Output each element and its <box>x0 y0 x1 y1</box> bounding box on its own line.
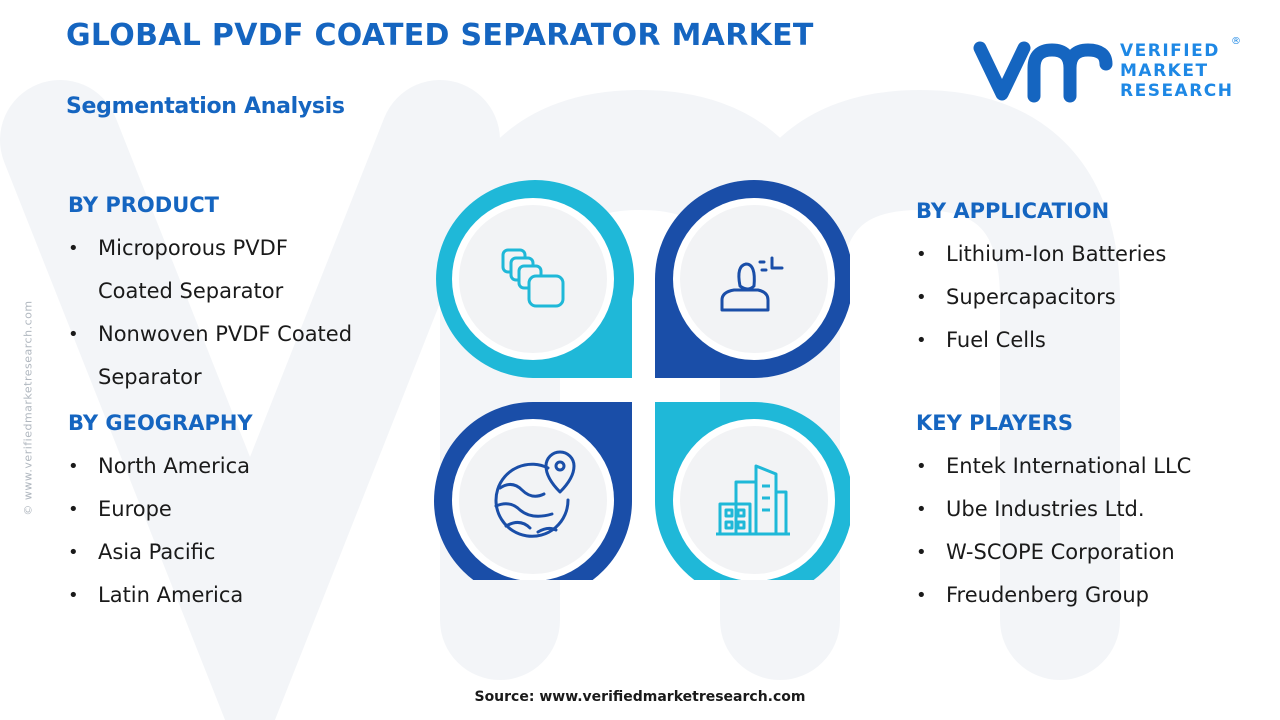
list-item-line: Nonwoven PVDF Coated <box>98 322 353 346</box>
segment-by-product: BY PRODUCT Microporous PVDF Coated Separ… <box>68 191 352 399</box>
segment-by-application: BY APPLICATION Lithium-Ion Batteries Sup… <box>916 197 1166 362</box>
globe-pin-icon <box>494 450 576 538</box>
stacked-squares-icon <box>501 248 565 308</box>
list-item: Latin America <box>68 574 253 617</box>
registered-mark: ® <box>1231 36 1241 47</box>
segment-heading-key-players: KEY PLAYERS <box>916 411 1073 435</box>
brand-line-market: MARKET <box>1120 61 1209 81</box>
list-item: Entek International LLC <box>916 445 1191 488</box>
segment-heading-geography: BY GEOGRAPHY <box>68 411 253 435</box>
segment-heading-product: BY PRODUCT <box>68 193 220 217</box>
brand-line-research: RESEARCH <box>1120 81 1234 101</box>
person-icon <box>720 256 784 312</box>
source-caption: Source: www.verifiedmarketresearch.com <box>474 689 806 705</box>
page-title: GLOBAL PVDF COATED SEPARATOR MARKET <box>66 18 814 53</box>
petal-top-right <box>655 180 850 378</box>
brand-line-verified: VERIFIED <box>1120 41 1220 61</box>
list-item: Supercapacitors <box>916 276 1166 319</box>
petal-bottom-right <box>654 402 850 580</box>
list-item: Fuel Cells <box>916 319 1166 362</box>
segment-key-players: KEY PLAYERS Entek International LLC Ube … <box>916 409 1191 617</box>
list-item: Freudenberg Group <box>916 574 1191 617</box>
list-item: W-SCOPE Corporation <box>916 531 1191 574</box>
segment-by-geography: BY GEOGRAPHY North America Europe Asia P… <box>68 409 253 617</box>
segmentation-diagram <box>434 180 850 580</box>
list-item-line: Microporous PVDF <box>98 236 288 260</box>
buildings-icon <box>716 464 790 536</box>
brand-logo-mark <box>973 41 1113 103</box>
segment-heading-application: BY APPLICATION <box>916 199 1110 223</box>
list-item-line: Separator <box>98 365 202 389</box>
side-watermark-url: © www.verifiedmarketresearch.com <box>21 300 35 516</box>
list-item: Lithium-Ion Batteries <box>916 233 1166 276</box>
list-item: Microporous PVDF Coated Separator <box>68 227 352 313</box>
page-subtitle: Segmentation Analysis <box>66 94 345 119</box>
list-item: Ube Industries Ltd. <box>916 488 1191 531</box>
list-item: Asia Pacific <box>68 531 253 574</box>
list-item-line: Coated Separator <box>98 279 284 303</box>
brand-logo-text: VERIFIED MARKET RESEARCH <box>1120 41 1234 101</box>
list-item: North America <box>68 445 253 488</box>
list-item: Europe <box>68 488 253 531</box>
petal-bottom-left <box>434 402 633 580</box>
list-item: Nonwoven PVDF Coated Separator <box>68 313 352 399</box>
